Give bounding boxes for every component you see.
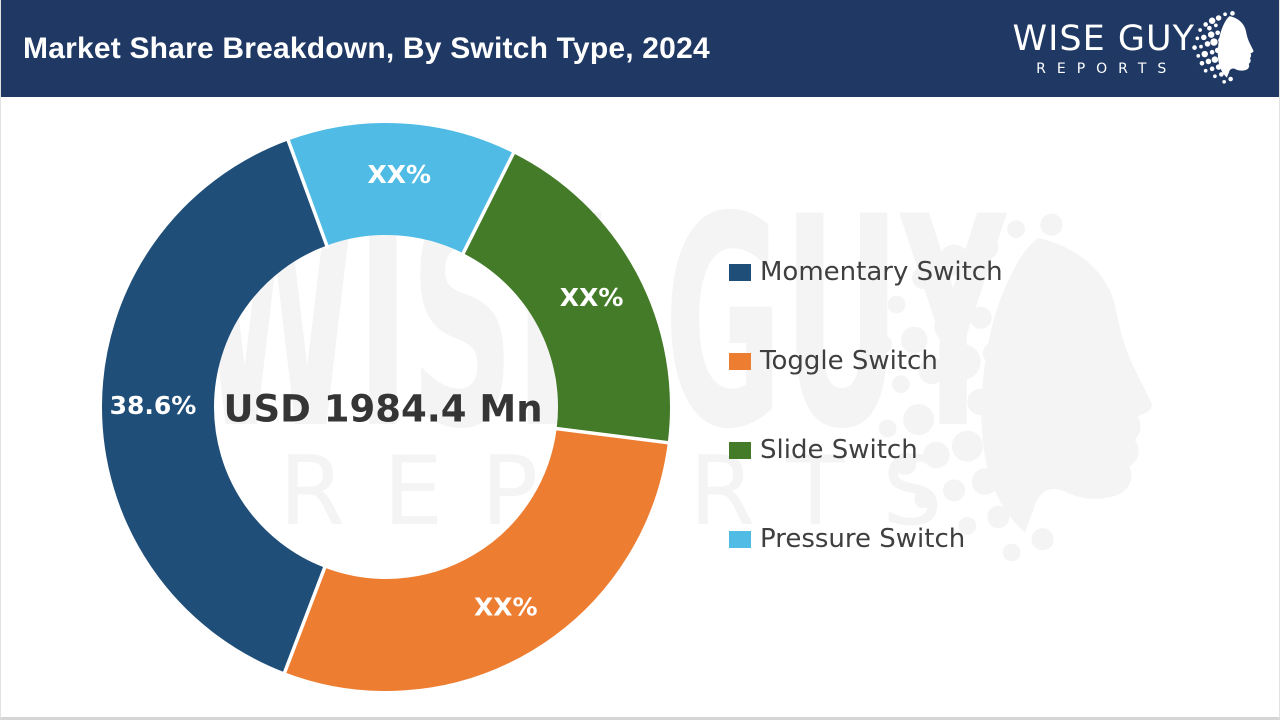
segment-value-label-slide-switch: XX% bbox=[560, 283, 624, 312]
donut-segment-toggle-switch bbox=[284, 427, 668, 691]
wise-guy-logo: WISE GUY REPORTS bbox=[1012, 8, 1263, 89]
donut-center-label: USD 1984.4 Mn bbox=[223, 388, 542, 431]
logo-subname: REPORTS bbox=[1036, 60, 1178, 77]
segment-separator bbox=[460, 148, 517, 257]
legend-label: Pressure Switch bbox=[760, 524, 966, 554]
legend-label: Momentary Switch bbox=[760, 257, 1003, 287]
legend-item-toggle-switch: Toggle Switch bbox=[729, 346, 1003, 376]
legend-label: Slide Switch bbox=[760, 435, 918, 465]
legend-swatch bbox=[729, 530, 751, 548]
logo-name: WISE GUY bbox=[1012, 18, 1195, 59]
donut-segment-slide-switch bbox=[462, 153, 670, 443]
segment-separator bbox=[553, 426, 672, 445]
legend-item-slide-switch: Slide Switch bbox=[729, 435, 1003, 465]
donut-segment-pressure-switch bbox=[288, 123, 514, 254]
segment-value-label-momentary-switch: 38.6% bbox=[110, 391, 197, 420]
logo-head-icon bbox=[1192, 11, 1254, 84]
legend-swatch bbox=[729, 441, 751, 459]
header-bar: Market Share Breakdown, By Switch Type, … bbox=[1, 0, 1279, 97]
logo-wordmark: WISE GUY REPORTS bbox=[1012, 18, 1195, 77]
legend-item-pressure-switch: Pressure Switch bbox=[729, 524, 1003, 554]
legend-swatch bbox=[729, 263, 751, 281]
chart-legend: Momentary Switch Toggle Switch Slide Switc… bbox=[729, 257, 1003, 554]
legend-item-momentary-switch: Momentary Switch bbox=[729, 257, 1003, 287]
donut-segment-momentary-switch bbox=[102, 140, 328, 673]
segment-value-label-pressure-switch: XX% bbox=[367, 160, 431, 189]
legend-label: Toggle Switch bbox=[760, 346, 938, 376]
segment-separator bbox=[281, 564, 328, 677]
segment-value-label-toggle-switch: XX% bbox=[474, 592, 538, 621]
legend-swatch bbox=[729, 352, 751, 370]
segment-separator bbox=[285, 136, 330, 249]
page-title: Market Share Breakdown, By Switch Type, … bbox=[23, 31, 710, 65]
